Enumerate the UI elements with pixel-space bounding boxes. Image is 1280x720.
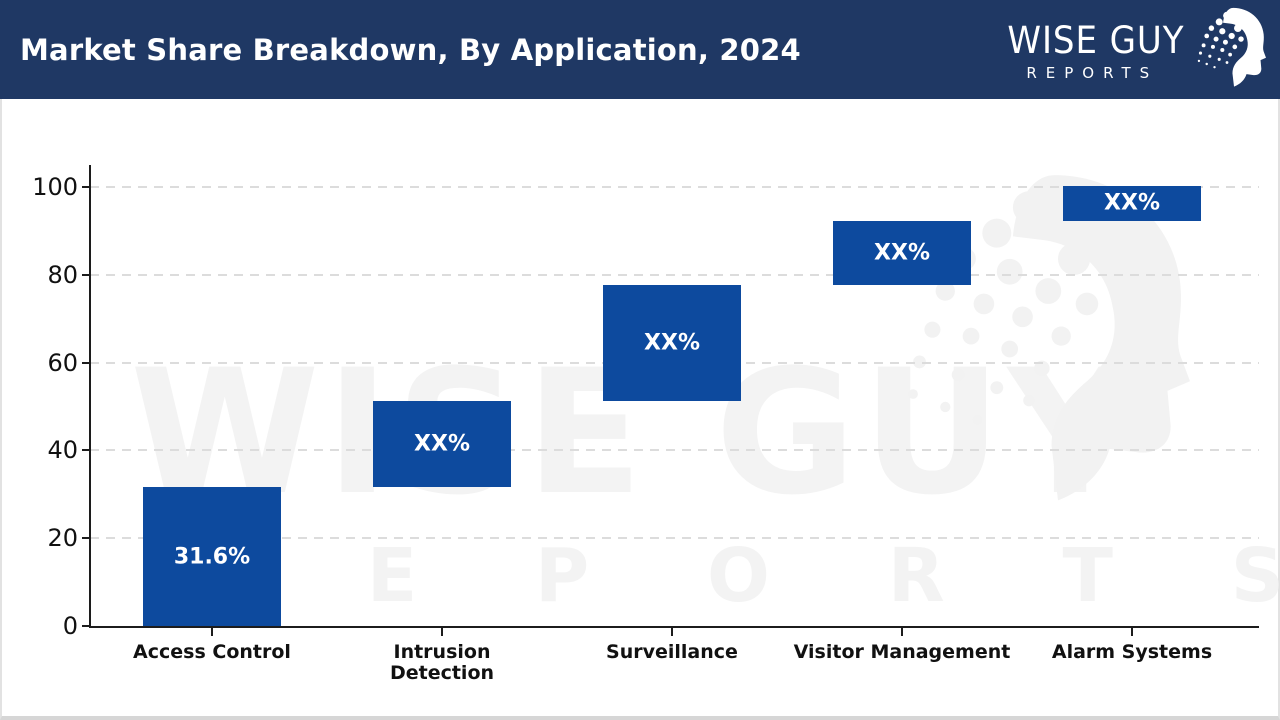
x-axis-category-label: Alarm Systems — [1051, 641, 1213, 663]
dotted-head-logo-icon — [1197, 7, 1266, 87]
y-axis-tick-label: 80 — [47, 260, 78, 289]
x-axis-spine — [89, 626, 1259, 628]
y-axis-tick — [82, 537, 89, 540]
bar-value-label: XX% — [644, 330, 700, 356]
x-axis-category-label: Surveillance — [606, 641, 738, 663]
brand-logo: WISE GUY REPORTS — [992, 6, 1266, 94]
y-axis-tick-label: 60 — [47, 348, 78, 377]
watermark-subtext: R E P O R T S — [192, 533, 1280, 619]
x-axis-tick — [671, 628, 673, 636]
y-axis-tick-label: 40 — [47, 436, 78, 465]
x-axis-category-label: Visitor Management — [793, 641, 1011, 663]
bar-alarm-systems — [1063, 186, 1201, 221]
y-axis-tick-label: 100 — [32, 173, 78, 201]
gridline — [90, 186, 1259, 188]
bar-visitor-management — [833, 220, 971, 285]
x-axis-category-label: Intrusion Detection — [389, 641, 495, 684]
y-axis-tick — [82, 186, 89, 188]
y-axis-tick — [82, 361, 89, 364]
x-axis-tick — [441, 628, 443, 636]
y-axis-tick — [82, 449, 89, 452]
bar-value-label: XX% — [1104, 190, 1160, 216]
x-axis-tick — [901, 628, 903, 636]
x-axis-tick — [211, 628, 213, 636]
y-axis-tick — [82, 273, 89, 276]
bar-access-control — [143, 487, 281, 626]
y-axis-spine — [89, 165, 91, 628]
logo-subtext: REPORTS — [1026, 63, 1159, 82]
brand-logo-text: WISE GUY REPORTS — [992, 19, 1184, 82]
y-axis-tick-label: 20 — [47, 524, 78, 553]
bar-value-label: 31.6% — [173, 544, 251, 570]
gridline — [90, 449, 1259, 452]
y-axis-tick-label: 0 — [62, 612, 78, 640]
chart-area: WISE GUY R E P O R T S 0 20 40 60 80 100 31.6%… — [2, 99, 1280, 716]
bar-value-label: XX% — [414, 431, 470, 457]
bar-intrusion-detection — [373, 400, 511, 488]
bar-value-label: XX% — [874, 240, 930, 266]
page-title: Market Share Breakdown, By Application, … — [20, 32, 801, 67]
x-axis-tick — [1131, 628, 1133, 636]
logo-wordmark: WISE GUY — [1006, 18, 1184, 62]
gridline — [90, 537, 1259, 540]
y-axis-tick — [82, 625, 89, 627]
x-axis-category-label: Access Control — [133, 641, 291, 663]
bar-surveillance — [603, 284, 741, 401]
header-bar: Market Share Breakdown, By Application, … — [0, 0, 1280, 99]
gridline — [90, 273, 1259, 276]
